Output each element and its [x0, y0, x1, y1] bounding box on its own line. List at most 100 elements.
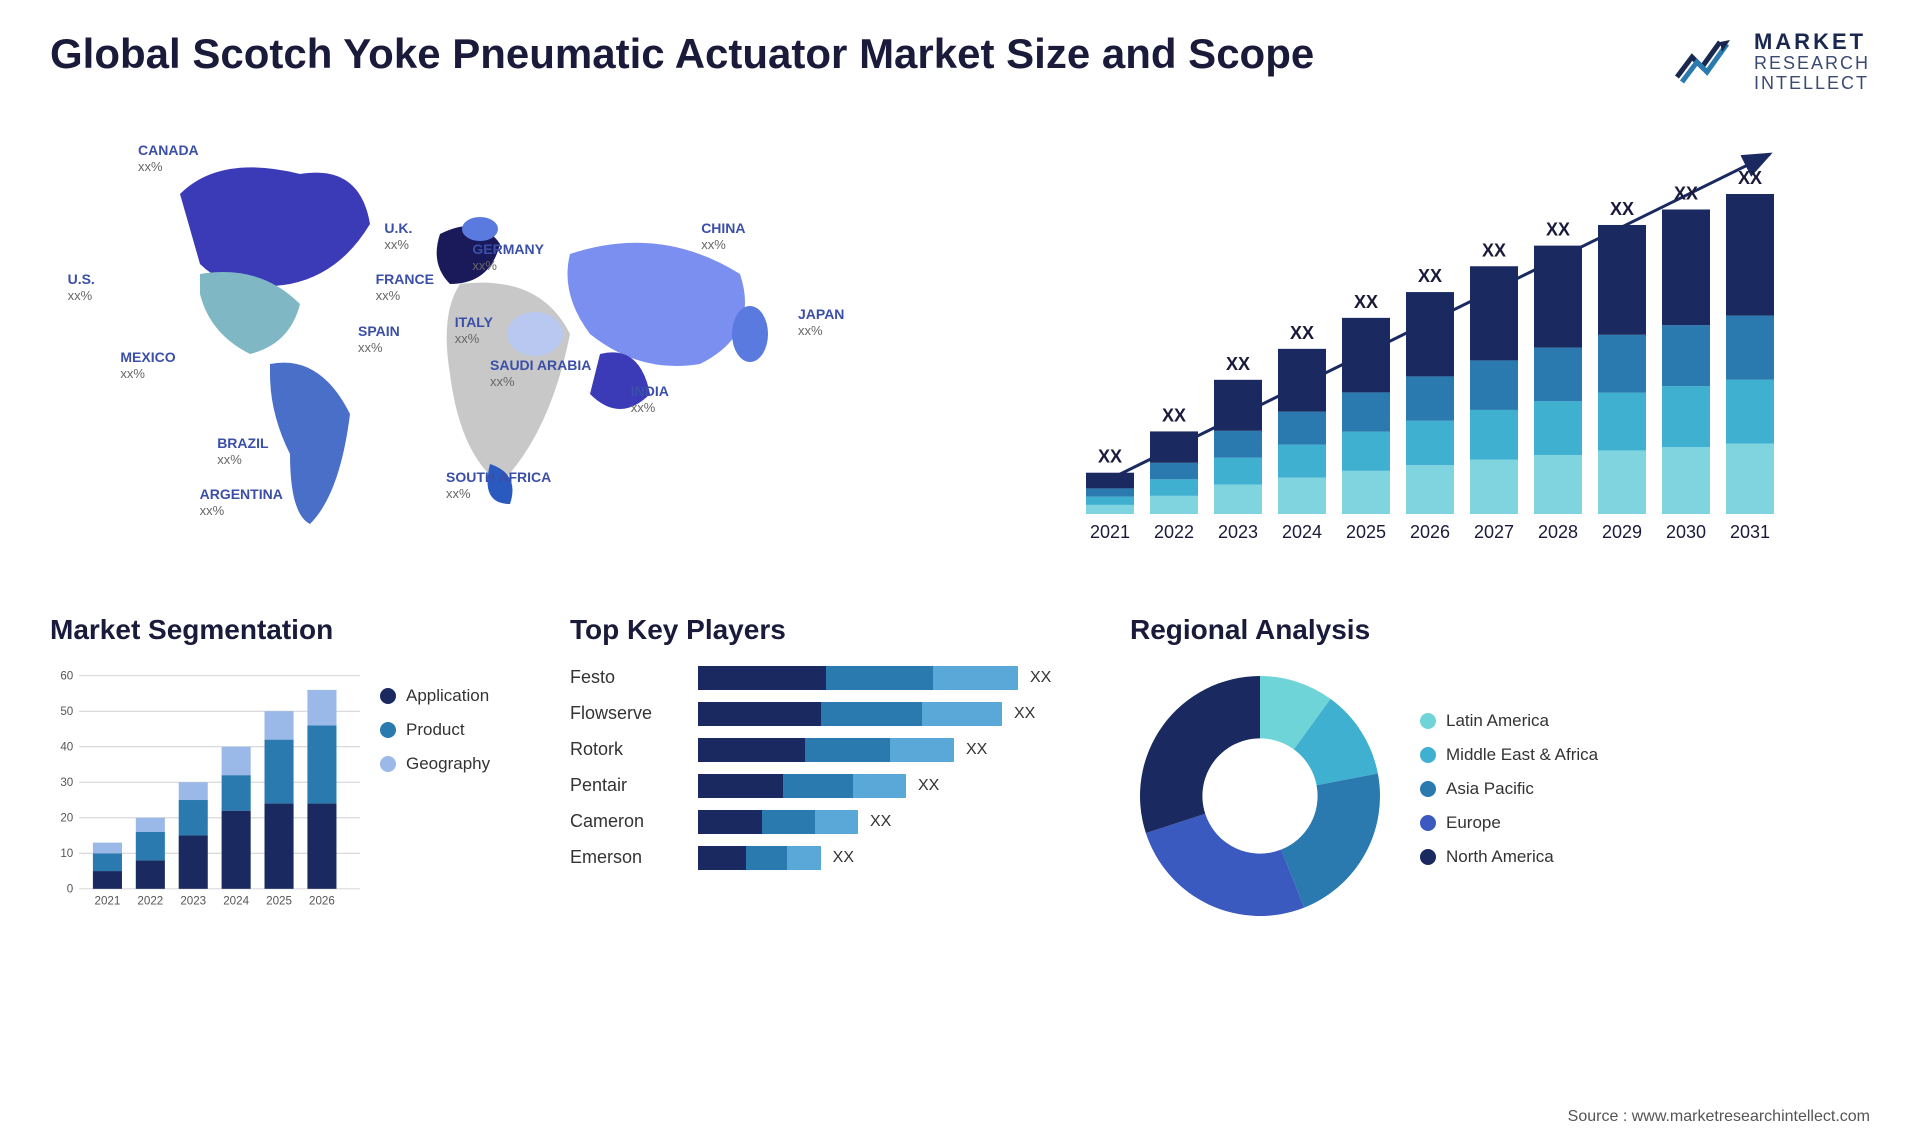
map-label-mexico: MEXICOxx%: [120, 349, 175, 381]
svg-text:2024: 2024: [1282, 522, 1322, 542]
svg-text:XX: XX: [1418, 266, 1442, 286]
player-bar-segment: [933, 666, 1018, 690]
top-row: CANADAxx%U.S.xx%MEXICOxx%BRAZILxx%ARGENT…: [50, 134, 1870, 564]
segmentation-title: Market Segmentation: [50, 614, 530, 646]
player-value: XX: [870, 813, 891, 831]
segmentation-bar-chart: 0102030405060202120222023202420252026: [50, 666, 360, 918]
page-title: Global Scotch Yoke Pneumatic Actuator Ma…: [50, 30, 1314, 78]
svg-text:2025: 2025: [1346, 522, 1386, 542]
player-bar: [698, 846, 821, 870]
player-bar: [698, 774, 906, 798]
map-label-italy: ITALYxx%: [455, 314, 493, 346]
player-value: XX: [1030, 669, 1051, 687]
key-players-title: Top Key Players: [570, 614, 1090, 646]
map-label-spain: SPAINxx%: [358, 323, 400, 355]
player-bar-segment: [922, 702, 1002, 726]
map-label-south-africa: SOUTH AFRICAxx%: [446, 469, 551, 501]
map-label-germany: GERMANYxx%: [472, 241, 544, 273]
key-players-section: Top Key Players FestoXXFlowserveXXRotork…: [570, 614, 1090, 926]
svg-text:30: 30: [60, 776, 73, 789]
player-name: Festo: [570, 667, 680, 688]
player-bar-wrap: XX: [698, 738, 1090, 762]
player-row-pentair: Pentair XX: [570, 774, 1090, 798]
svg-text:2022: 2022: [137, 894, 163, 907]
player-name: Rotork: [570, 739, 680, 760]
svg-text:XX: XX: [1674, 183, 1698, 203]
svg-text:2029: 2029: [1602, 522, 1642, 542]
player-bar-segment: [762, 810, 815, 834]
regional-legend-asia-pacific: Asia Pacific: [1420, 779, 1870, 799]
player-value: XX: [1014, 705, 1035, 723]
player-value: XX: [966, 741, 987, 759]
svg-text:50: 50: [60, 705, 73, 718]
logo-line-1: MARKET: [1754, 30, 1870, 54]
player-bar-segment: [698, 738, 805, 762]
key-players-list: FestoXXFlowserveXXRotorkXXPentairXXCamer…: [570, 666, 1090, 870]
player-name: Pentair: [570, 775, 680, 796]
svg-text:20: 20: [60, 811, 73, 824]
svg-text:2026: 2026: [309, 894, 335, 907]
map-label-france: FRANCExx%: [376, 271, 434, 303]
segmentation-legend-geography: Geography: [380, 754, 530, 774]
player-bar: [698, 702, 1002, 726]
regional-title: Regional Analysis: [1130, 614, 1870, 646]
svg-text:2021: 2021: [95, 894, 121, 907]
growth-bar-chart: XX 2021 XX 2022 XX 2023 XX 2024 XX 2025 XX 2026 XX 20…: [990, 134, 1870, 564]
player-row-cameron: CameronXX: [570, 810, 1090, 834]
svg-text:2027: 2027: [1474, 522, 1514, 542]
map-label-china: CHINAxx%: [701, 220, 745, 252]
svg-text:2022: 2022: [1154, 522, 1194, 542]
bottom-row: Market Segmentation 01020304050602021202…: [50, 614, 1870, 926]
player-bar-wrap: XX: [698, 702, 1090, 726]
svg-text:XX: XX: [1162, 405, 1186, 425]
segmentation-legend: Application Product Geography: [380, 666, 530, 918]
player-bar-segment: [890, 738, 954, 762]
map-label-canada: CANADAxx%: [138, 142, 199, 174]
player-bar-segment: [787, 846, 821, 870]
segmentation-legend-application: Application: [380, 686, 530, 706]
svg-text:2026: 2026: [1410, 522, 1450, 542]
svg-text:2021: 2021: [1090, 522, 1130, 542]
player-bar-segment: [826, 666, 933, 690]
regional-legend-europe: Europe: [1420, 813, 1870, 833]
svg-text:XX: XX: [1290, 323, 1314, 343]
svg-text:2030: 2030: [1666, 522, 1706, 542]
player-name: Flowserve: [570, 703, 680, 724]
logo-text: MARKET RESEARCH INTELLECT: [1754, 30, 1870, 94]
player-bar-segment: [853, 774, 906, 798]
player-row-emerson: Emerson XX: [570, 846, 1090, 870]
svg-text:XX: XX: [1738, 168, 1762, 188]
player-bar-wrap: XX: [698, 774, 1090, 798]
player-bar-segment: [746, 846, 787, 870]
segmentation-legend-product: Product: [380, 720, 530, 740]
svg-text:XX: XX: [1098, 446, 1122, 466]
regional-legend-north-america: North America: [1420, 847, 1870, 867]
brand-logo: MARKET RESEARCH INTELLECT: [1672, 30, 1870, 94]
logo-line-2: RESEARCH: [1754, 54, 1870, 74]
player-bar-segment: [698, 846, 746, 870]
svg-text:2031: 2031: [1730, 522, 1770, 542]
regional-donut-chart: [1130, 666, 1390, 926]
player-row-flowserve: Flowserve XX: [570, 702, 1090, 726]
svg-text:2028: 2028: [1538, 522, 1578, 542]
player-bar-wrap: XX: [698, 846, 1090, 870]
player-row-rotork: Rotork XX: [570, 738, 1090, 762]
svg-text:10: 10: [60, 847, 73, 860]
map-label-u-k-: U.K.xx%: [384, 220, 412, 252]
player-bar: [698, 738, 954, 762]
map-label-japan: JAPANxx%: [798, 306, 844, 338]
regional-legend: Latin AmericaMiddle East & AfricaAsia Pa…: [1420, 711, 1870, 881]
player-row-festo: Festo XX: [570, 666, 1090, 690]
player-name: Emerson: [570, 847, 680, 868]
regional-legend-latin-america: Latin America: [1420, 711, 1870, 731]
player-bar-segment: [821, 702, 922, 726]
svg-text:0: 0: [67, 882, 73, 895]
logo-icon: [1672, 32, 1742, 92]
segmentation-section: Market Segmentation 01020304050602021202…: [50, 614, 530, 926]
map-label-india: INDIAxx%: [631, 383, 669, 415]
header: Global Scotch Yoke Pneumatic Actuator Ma…: [50, 30, 1870, 94]
regional-section: Regional Analysis Latin AmericaMiddle Ea…: [1130, 614, 1870, 926]
svg-text:XX: XX: [1546, 219, 1570, 239]
svg-text:2023: 2023: [1218, 522, 1258, 542]
player-bar-wrap: XX: [698, 666, 1090, 690]
